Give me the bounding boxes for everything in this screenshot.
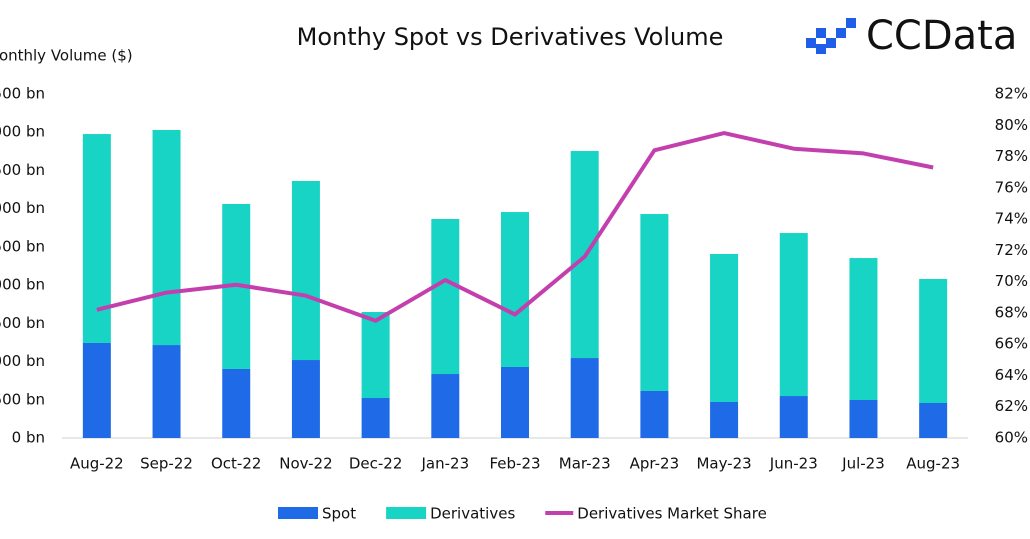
bar (152, 345, 181, 438)
y2-tick-label: 60% (995, 429, 1028, 447)
legend-swatch (386, 507, 427, 519)
x-tick-label: Oct-22 (211, 455, 261, 473)
bar (640, 390, 669, 438)
bar (152, 130, 181, 346)
bar (779, 233, 808, 397)
bar (361, 398, 390, 438)
legend-label: Derivatives (430, 505, 515, 523)
y2-tick-label: 66% (995, 335, 1028, 353)
y-tick-label: 3,000 bn (0, 199, 45, 217)
bar (431, 374, 460, 438)
bar (501, 366, 529, 438)
x-tick-label: Nov-22 (279, 455, 332, 473)
bar (779, 396, 808, 438)
bar (849, 258, 878, 401)
y2-tick-label: 68% (995, 303, 1028, 321)
bar (710, 253, 739, 402)
legend-swatch (278, 507, 318, 519)
bar (640, 214, 669, 391)
bar (710, 401, 739, 438)
bar (82, 134, 111, 343)
y2-tick-label: 80% (995, 116, 1028, 134)
chart-title: Monthy Spot vs Derivatives Volume (297, 23, 724, 51)
y-tick-label: 1,000 bn (0, 352, 45, 370)
bar (919, 278, 948, 403)
bar (919, 402, 948, 438)
y-tick-label: 3,500 bn (0, 161, 45, 179)
y2-tick-label: 76% (995, 178, 1028, 196)
bar (82, 342, 111, 438)
brand-name: CCData (866, 13, 1017, 59)
y2-tick-label: 64% (995, 366, 1028, 384)
y2-tick-label: 82% (995, 85, 1028, 103)
bar (431, 218, 460, 375)
x-tick-label: Mar-23 (559, 455, 611, 473)
y2-tick-label: 62% (995, 397, 1028, 415)
bar (291, 360, 320, 438)
line (96, 131, 934, 323)
bar (291, 180, 320, 361)
x-tick-label: Sep-22 (140, 455, 193, 473)
bar (361, 312, 390, 399)
x-tick-label: Dec-22 (349, 455, 403, 473)
x-tick-label: Aug-22 (70, 455, 124, 473)
x-tick-label: Jan-23 (420, 455, 469, 473)
y2-tick-label: 70% (995, 272, 1028, 290)
y-tick-label: 0 bn (12, 429, 45, 447)
y-tick-label: 500 bn (0, 390, 45, 408)
y-tick-label: 2,500 bn (0, 237, 45, 255)
x-tick-label: May-23 (696, 455, 751, 473)
y2-tick-label: 78% (995, 147, 1028, 165)
y-axis-label: Monthly Volume ($) (0, 47, 133, 65)
y-tick-label: 2,000 bn (0, 276, 45, 294)
x-tick-label: Apr-23 (630, 455, 680, 473)
brand-logo (806, 18, 856, 54)
y-tick-label: 4,000 bn (0, 123, 45, 141)
x-tick-label: Aug-23 (906, 455, 960, 473)
y-tick-label: 1,500 bn (0, 314, 45, 332)
x-tick-label: Jul-23 (841, 455, 885, 473)
x-tick-label: Feb-23 (489, 455, 540, 473)
bar (570, 358, 599, 438)
y2-tick-label: 72% (995, 241, 1028, 259)
bar (849, 400, 878, 438)
y2-tick-label: 74% (995, 210, 1028, 228)
legend-label: Spot (322, 505, 356, 523)
bar (222, 368, 251, 438)
bar (501, 212, 529, 367)
y-tick-label: 4,500 bn (0, 85, 45, 103)
legend-label: Derivatives Market Share (577, 505, 767, 523)
x-tick-label: Jun-23 (769, 455, 818, 473)
